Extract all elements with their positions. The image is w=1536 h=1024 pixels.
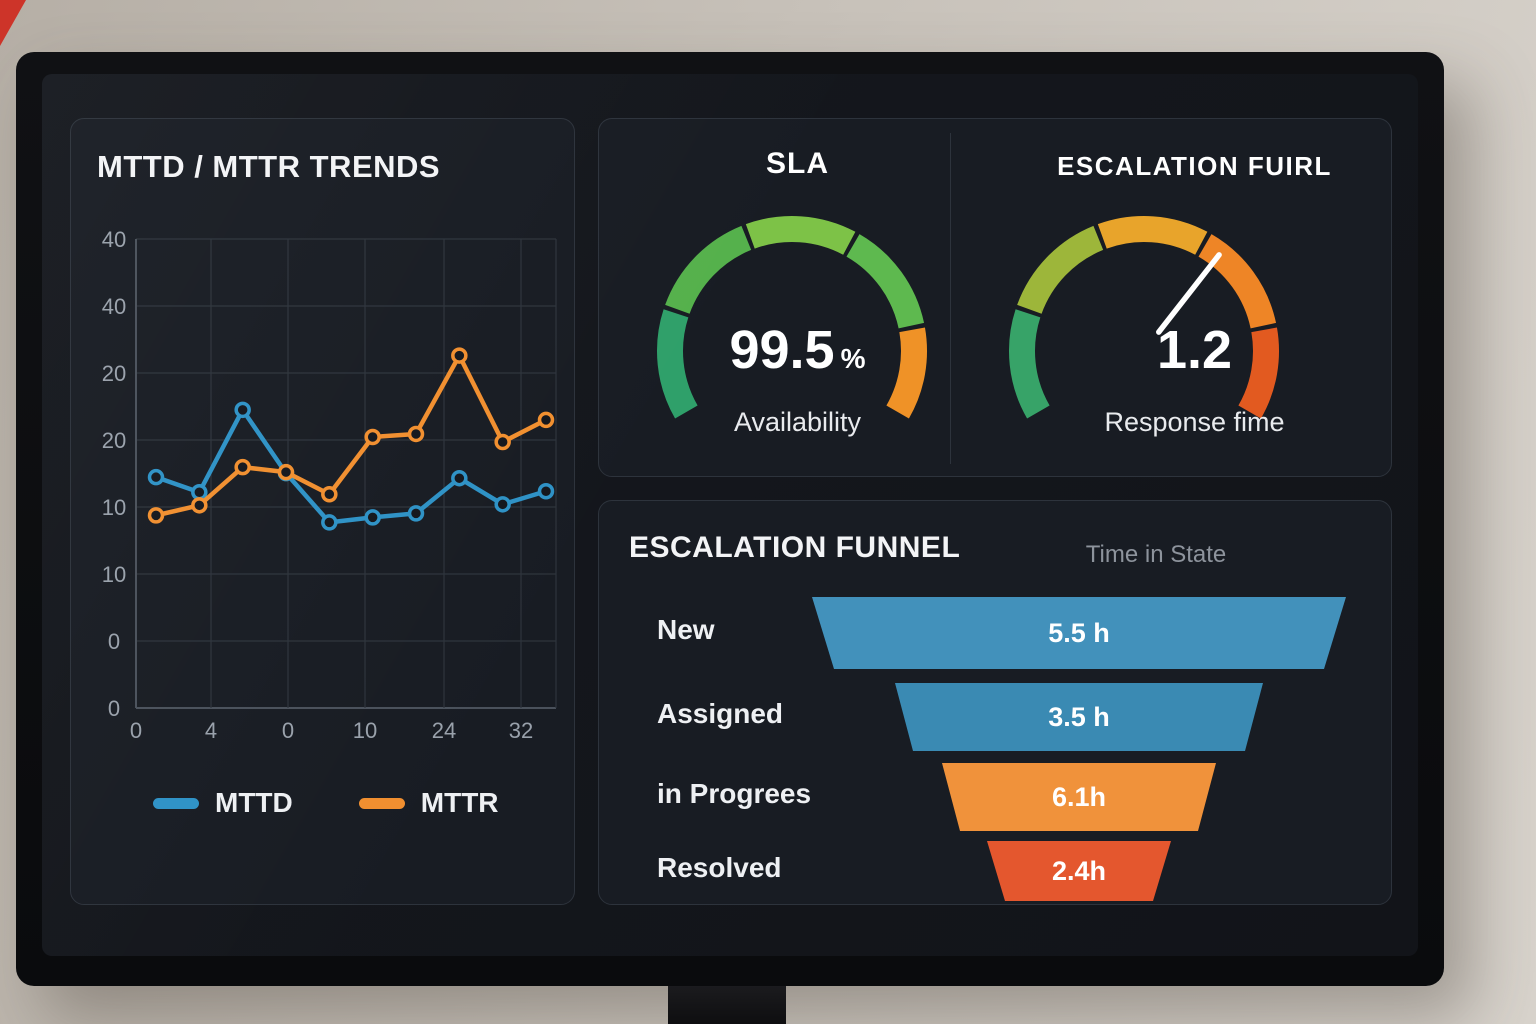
data-point — [364, 509, 381, 526]
gauge-arc-segment — [886, 327, 927, 419]
data-point — [364, 428, 381, 446]
dashboard-screen: MTTD / MTTR TRENDS 40 40 20 20 10 10 0 0 0 4 0 10 24… — [42, 74, 1418, 956]
escalation-gauge-value-wrap: 1.2 — [996, 319, 1393, 381]
data-point — [407, 425, 425, 443]
gauge-needle — [1156, 252, 1222, 335]
series-line-mttr — [153, 353, 549, 518]
gauge-arc-segment — [665, 225, 752, 315]
sla-gauge-label: Availability — [733, 407, 862, 437]
x-tick-label: 4 — [205, 718, 217, 743]
data-point — [234, 401, 251, 419]
gauge-arc-segment — [1009, 309, 1050, 419]
x-tick-label: 10 — [353, 718, 377, 743]
data-point — [537, 411, 555, 429]
gauge-arc-segment — [1238, 327, 1279, 419]
data-point — [451, 469, 468, 487]
gauge-divider — [950, 133, 951, 464]
trends-panel-title: MTTD / MTTR TRENDS — [97, 149, 441, 184]
data-point — [321, 486, 338, 503]
sla-gauge-unit: % — [840, 343, 866, 374]
sla-gauge-value-wrap: 99.5% — [599, 319, 996, 381]
legend-item-mttd: MTTD — [153, 787, 293, 819]
funnel-stage-bar — [895, 683, 1263, 751]
x-tick-label: 32 — [509, 718, 533, 743]
funnel-stage-value: 2.4h — [1052, 856, 1106, 886]
sla-gauge-value: 99.5 — [729, 320, 835, 380]
x-tick-label: 0 — [130, 718, 142, 743]
data-point — [191, 484, 208, 501]
funnel-subtitle: Time in State — [1085, 541, 1227, 568]
funnel-stage-value: 6.1h — [1052, 782, 1106, 812]
legend-swatch — [358, 797, 405, 809]
data-point — [191, 497, 208, 514]
y-tick-label: 0 — [108, 629, 120, 654]
data-point — [407, 505, 425, 522]
escalation-gauge-label: Response fime — [1104, 407, 1285, 437]
sla-gauge-title: SLA — [766, 147, 829, 180]
y-tick-label: 10 — [102, 562, 126, 587]
funnel-panel-title: ESCALATION FUNNEL — [629, 531, 961, 564]
funnel-stage-bar — [812, 597, 1346, 669]
legend-swatch — [153, 797, 199, 809]
funnel-chart: 5.5 h 3.5 h 6.1h 2.4h — [812, 597, 1346, 901]
data-point — [321, 514, 338, 531]
legend-label: MTTD — [215, 787, 293, 818]
escalation-gauge-title: ESCALATION FUIRL — [1057, 151, 1332, 181]
gauge-arc-segment — [846, 234, 925, 329]
gauges-svg — [657, 216, 1279, 419]
corner-artifact — [0, 0, 26, 46]
x-tick-label: 24 — [432, 718, 456, 743]
legend-item-mttr: MTTR — [358, 787, 499, 819]
funnel-stage-bar — [942, 763, 1216, 831]
escalation-gauge-value: 1.2 — [1156, 320, 1233, 380]
y-tick-label: 0 — [108, 696, 120, 721]
gauge-arc-segment — [1198, 234, 1277, 329]
data-point — [147, 507, 165, 524]
data-point — [451, 347, 468, 364]
data-point — [234, 458, 251, 476]
gauge-arc-segment — [1017, 225, 1104, 315]
trends-legend: MTTD MTTR — [153, 787, 499, 819]
y-tick-label: 10 — [102, 495, 126, 520]
series-line-mttd — [153, 407, 549, 525]
funnel-panel: ESCALATION FUNNEL Time in State 5.5 h 3.5… — [598, 500, 1392, 905]
legend-label: MTTR — [420, 787, 499, 818]
data-point — [494, 496, 511, 513]
y-tick-label: 40 — [102, 227, 126, 252]
gauges-panel: SLA ESCALATION FUIRL 99.5% 1.2 Availabil… — [598, 118, 1392, 477]
x-tick-label: 0 — [282, 718, 294, 743]
monitor-stand — [668, 986, 786, 1024]
gauge-arc-segment — [745, 216, 856, 255]
funnel-stage-value: 5.5 h — [1048, 618, 1110, 648]
monitor-bezel: MTTD / MTTR TRENDS 40 40 20 20 10 10 0 0 0 4 0 10 24… — [16, 52, 1444, 986]
funnel-stage-value: 3.5 h — [1048, 702, 1110, 732]
data-point — [537, 483, 555, 500]
data-point — [147, 468, 165, 486]
data-point — [277, 463, 295, 481]
gauge-arc-segment — [657, 309, 698, 419]
funnel-stage-bar — [987, 841, 1171, 901]
y-tick-label: 40 — [102, 294, 126, 319]
y-tick-label: 20 — [102, 428, 126, 453]
trends-panel: MTTD / MTTR TRENDS 40 40 20 20 10 10 0 0 0 4 0 10 24… — [70, 118, 575, 905]
y-tick-label: 20 — [102, 361, 126, 386]
gauge-arc-segment — [1097, 216, 1208, 255]
data-point — [494, 433, 511, 451]
